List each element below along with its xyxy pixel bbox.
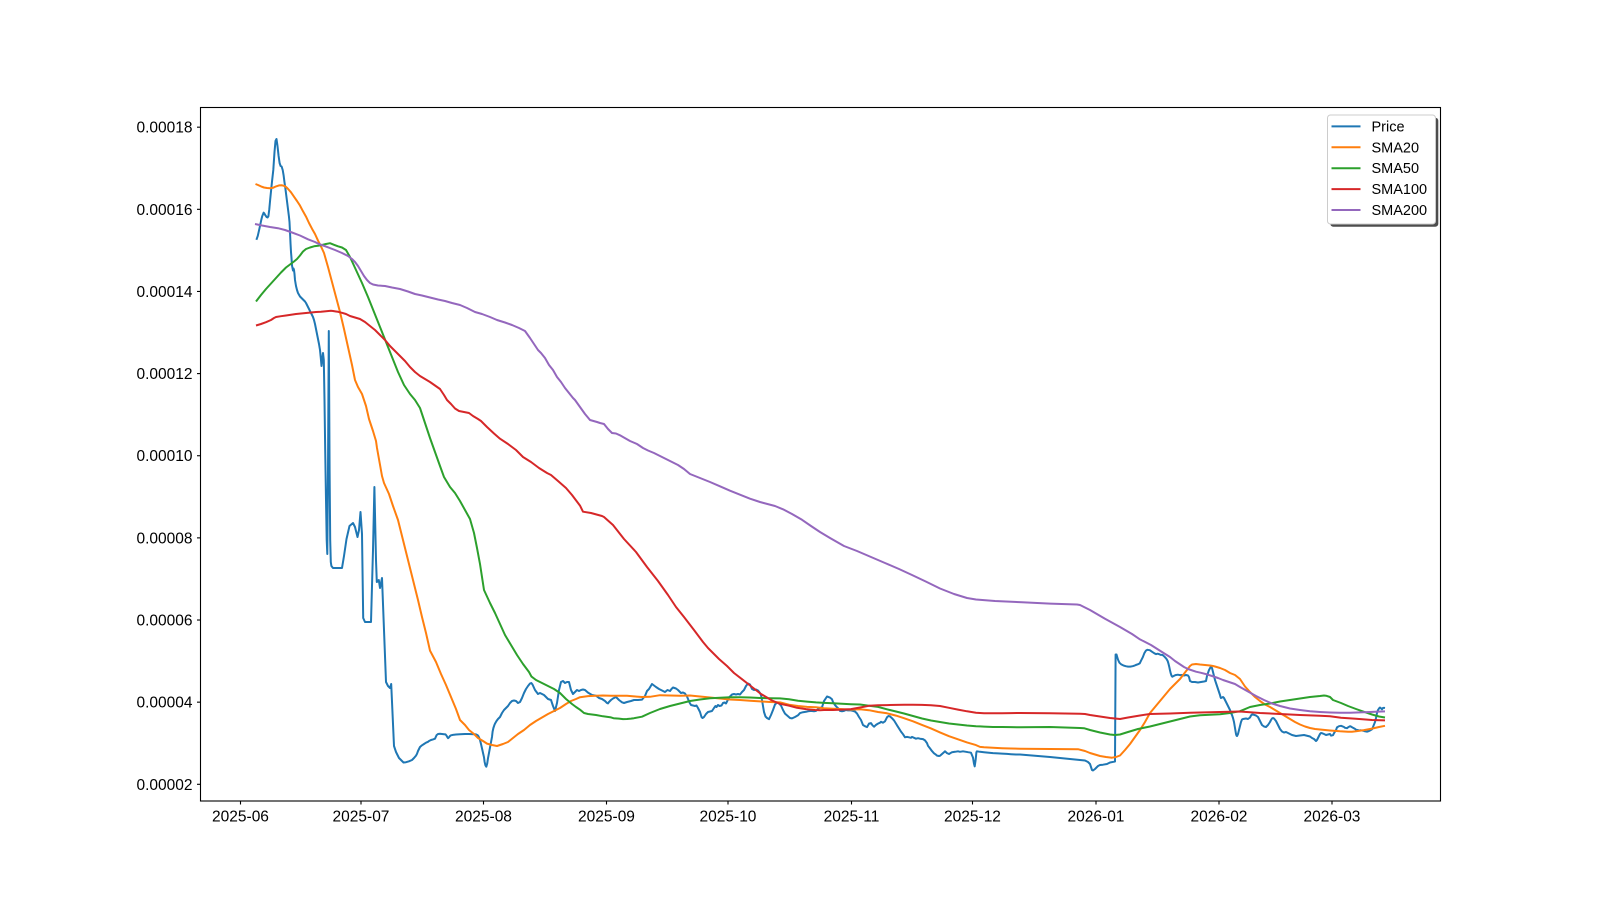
svg-text:SMA20: SMA20 — [1372, 140, 1420, 156]
svg-text:0.00012: 0.00012 — [136, 366, 192, 383]
svg-text:SMA100: SMA100 — [1372, 182, 1428, 198]
svg-text:0.00004: 0.00004 — [136, 695, 192, 712]
svg-text:0.00006: 0.00006 — [136, 613, 192, 630]
svg-text:SMA200: SMA200 — [1372, 203, 1428, 219]
svg-text:0.00014: 0.00014 — [136, 284, 192, 301]
svg-text:0.00010: 0.00010 — [136, 448, 192, 465]
svg-text:2025-06: 2025-06 — [212, 809, 269, 826]
svg-text:2025-12: 2025-12 — [944, 809, 1001, 826]
svg-text:0.00008: 0.00008 — [136, 530, 192, 547]
svg-text:SMA50: SMA50 — [1372, 161, 1420, 177]
svg-text:2026-01: 2026-01 — [1068, 809, 1125, 826]
svg-text:Price: Price — [1372, 119, 1405, 135]
svg-text:2025-11: 2025-11 — [824, 809, 880, 826]
svg-text:2025-08: 2025-08 — [455, 809, 512, 826]
svg-text:2025-09: 2025-09 — [578, 809, 635, 826]
svg-text:2026-02: 2026-02 — [1191, 809, 1248, 826]
svg-text:2025-07: 2025-07 — [333, 809, 390, 826]
svg-text:0.00016: 0.00016 — [136, 202, 192, 219]
svg-text:2025-10: 2025-10 — [700, 809, 757, 826]
svg-text:0.00018: 0.00018 — [136, 120, 192, 137]
svg-text:0.00002: 0.00002 — [136, 777, 192, 794]
svg-text:2026-03: 2026-03 — [1304, 809, 1361, 826]
